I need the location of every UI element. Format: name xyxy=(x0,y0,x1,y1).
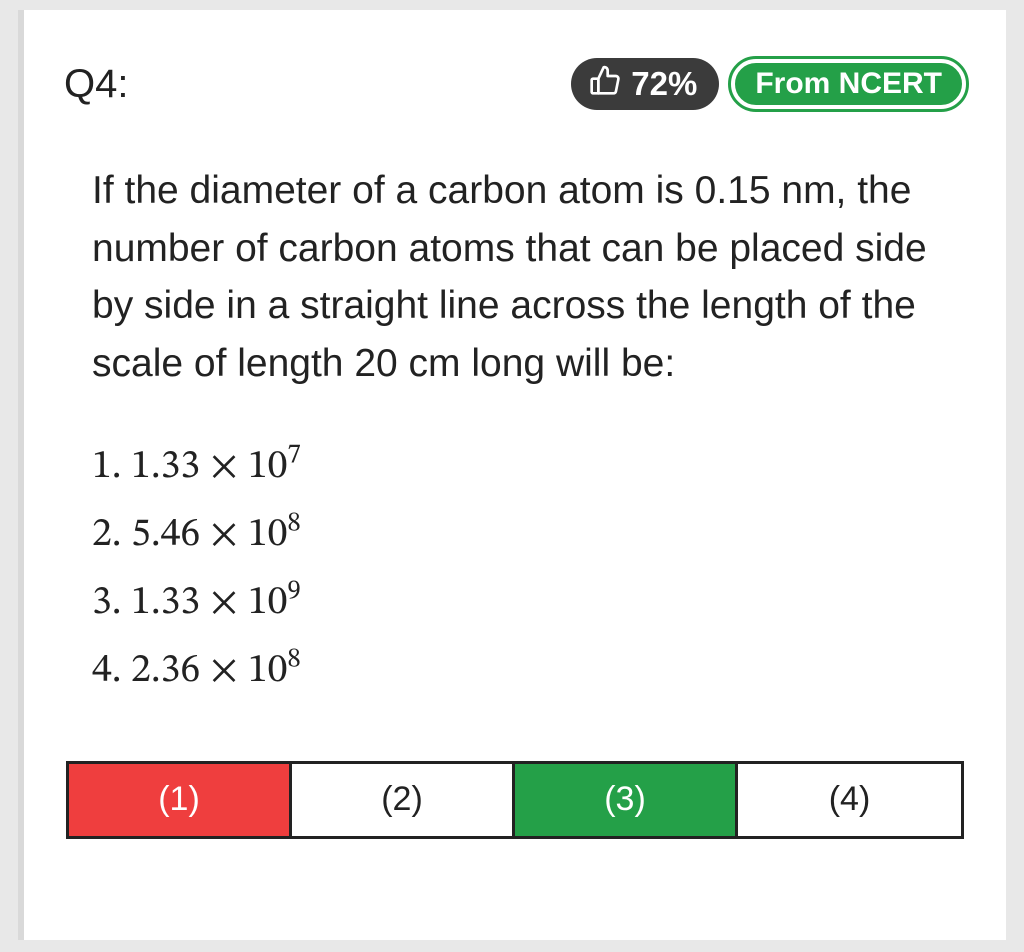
answer-bar: (1) (2) (3) (4) xyxy=(66,761,964,839)
option-exponent: 9 xyxy=(287,579,300,606)
answer-cell-2[interactable]: (2) xyxy=(292,764,515,836)
question-text: If the diameter of a carbon atom is 0.15… xyxy=(92,162,966,393)
option-mantissa: 1.33 xyxy=(131,583,200,623)
option-mantissa: 5.46 xyxy=(131,515,200,555)
question-number: Q4: xyxy=(64,62,128,107)
option-4[interactable]: 4. 2.36 × 108 xyxy=(92,637,966,705)
option-1[interactable]: 1. 1.33 × 107 xyxy=(92,433,966,501)
option-index: 4. xyxy=(92,651,122,691)
answer-cell-4[interactable]: (4) xyxy=(738,764,961,836)
option-index: 2. xyxy=(92,515,122,555)
badge-group: 72% From NCERT xyxy=(571,58,966,110)
option-mantissa: 1.33 xyxy=(131,447,200,487)
option-exponent: 8 xyxy=(287,511,300,538)
option-2[interactable]: 2. 5.46 × 108 xyxy=(92,501,966,569)
question-card: Q4: 72% From NCERT If the diameter of a … xyxy=(18,10,1006,940)
approval-percent: 72% xyxy=(631,65,697,103)
thumbs-up-icon xyxy=(589,64,621,104)
source-pill[interactable]: From NCERT xyxy=(731,59,966,109)
option-index: 3. xyxy=(92,583,122,623)
option-mantissa: 2.36 xyxy=(131,651,200,691)
answer-cell-3[interactable]: (3) xyxy=(515,764,738,836)
option-exponent: 7 xyxy=(287,443,300,470)
header-row: Q4: 72% From NCERT xyxy=(64,58,966,110)
option-exponent: 8 xyxy=(287,647,300,674)
options-list: 1. 1.33 × 107 2. 5.46 × 108 3. 1.33 × 10… xyxy=(92,433,966,705)
approval-pill[interactable]: 72% xyxy=(571,58,719,110)
answer-cell-1[interactable]: (1) xyxy=(69,764,292,836)
option-3[interactable]: 3. 1.33 × 109 xyxy=(92,569,966,637)
option-index: 1. xyxy=(92,447,122,487)
source-label: From NCERT xyxy=(755,67,942,100)
